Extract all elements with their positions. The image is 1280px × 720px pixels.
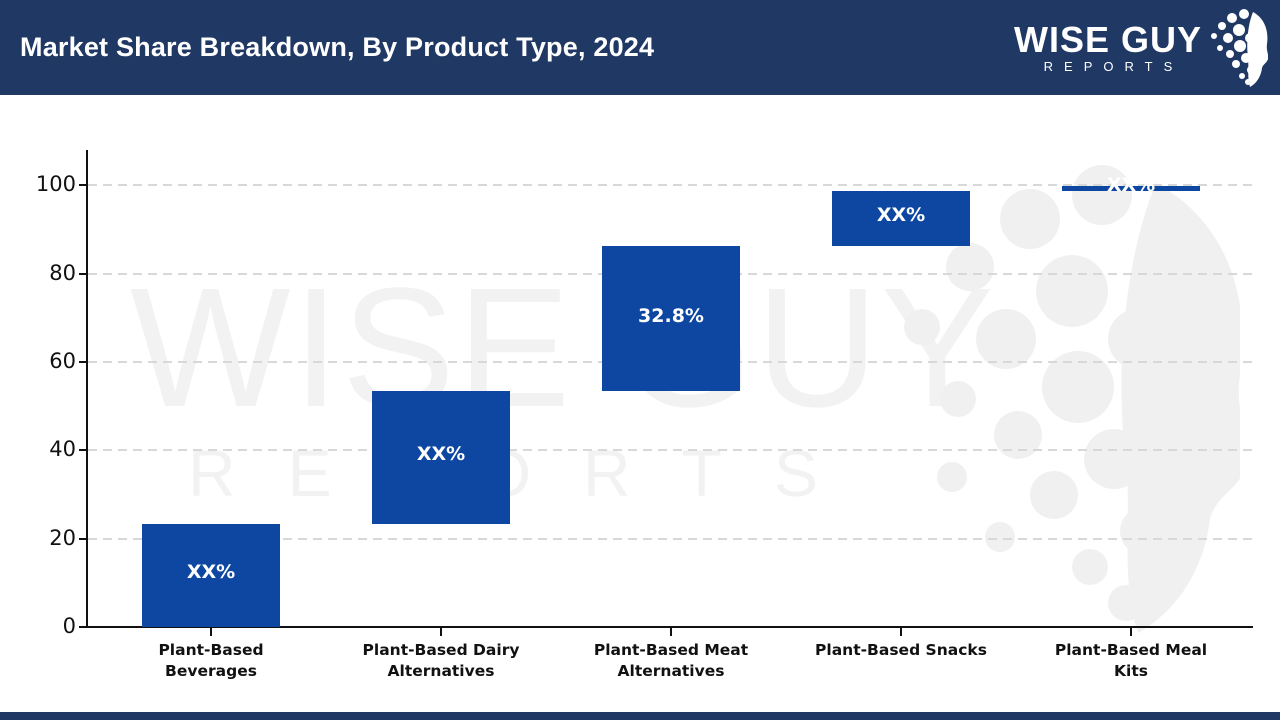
- logo-subtitle: REPORTS: [1043, 58, 1184, 74]
- y-tick-60: [79, 361, 86, 363]
- wise-guy-logo: WISE GUY REPORTS: [1014, 8, 1268, 88]
- x-tick-4: [1130, 628, 1132, 636]
- y-tick-0: [79, 626, 86, 628]
- y-tick-100: [79, 184, 86, 187]
- x-tick-3: [900, 628, 902, 636]
- logo-text: WISE GUY REPORTS: [1013, 18, 1202, 75]
- y-tick-80: [79, 272, 86, 275]
- x-axis-label-line: Alternatives: [387, 662, 495, 680]
- x-tick-0: [210, 628, 212, 636]
- x-axis-label-0: Plant-Based Beverages: [96, 640, 326, 682]
- bar-value-label-1: XX%: [416, 443, 466, 466]
- x-axis-label-line: Plant-Based: [158, 641, 264, 659]
- wise-guy-face-icon: [1211, 8, 1268, 87]
- gridline-100: [88, 184, 1253, 187]
- y-tick-label-100: 100: [35, 172, 76, 197]
- x-axis-label-4: Plant-Based Meal Kits: [1016, 640, 1246, 682]
- x-axis-label-3: Plant-Based Snacks: [786, 640, 1016, 661]
- bar-0: [142, 523, 280, 627]
- watermark-face-icon: [904, 165, 1240, 633]
- y-tick-label-40: 40: [49, 437, 76, 462]
- x-axis-label-line: Alternatives: [617, 662, 725, 680]
- logo-wordmark: WISE GUY: [1013, 18, 1202, 60]
- gridline-20: [88, 537, 1253, 540]
- x-axis-label-line: Plant-Based Meal: [1054, 641, 1208, 659]
- watermark-wordmark: WISE GUY: [130, 253, 997, 443]
- x-axis-label-line: Beverages: [165, 662, 257, 680]
- y-tick-20: [79, 537, 86, 540]
- gridline-40: [88, 449, 1253, 452]
- bar-value-label-4: XX%: [1106, 174, 1156, 197]
- x-axis-label-line: Plant-Based Snacks: [815, 641, 987, 659]
- x-axis-line: [86, 626, 1253, 628]
- y-tick-label-60: 60: [49, 349, 76, 373]
- bar-1: [372, 391, 510, 524]
- x-axis-label-line: Plant-Based Meat: [593, 641, 749, 659]
- bar-4: [1062, 185, 1200, 191]
- bar-value-label-0: XX%: [186, 561, 236, 584]
- x-tick-2: [670, 628, 672, 636]
- bar-value-label-2: 32.8%: [638, 304, 704, 327]
- bar-value-label-3: XX%: [876, 204, 926, 227]
- x-axis-label-line: Plant-Based Dairy: [362, 641, 520, 659]
- bar-3: [832, 190, 970, 247]
- x-tick-1: [440, 628, 442, 636]
- x-axis-label-1: Plant-Based Dairy Alternatives: [326, 640, 556, 682]
- y-axis-line: [86, 150, 88, 628]
- y-tick-label-20: 20: [49, 525, 76, 550]
- y-tick-label-0: 0: [62, 614, 76, 638]
- x-axis-label-2: Plant-Based Meat Alternatives: [556, 640, 786, 682]
- bar-2: [602, 246, 740, 392]
- y-tick-40: [79, 449, 86, 452]
- header-bar: Market Share Breakdown, By Product Type,…: [0, 0, 1280, 95]
- x-axis-label-line: Kits: [1114, 662, 1148, 680]
- page-title: Market Share Breakdown, By Product Type,…: [20, 32, 655, 62]
- y-tick-label-80: 80: [49, 260, 76, 285]
- footer-bar: [0, 712, 1280, 720]
